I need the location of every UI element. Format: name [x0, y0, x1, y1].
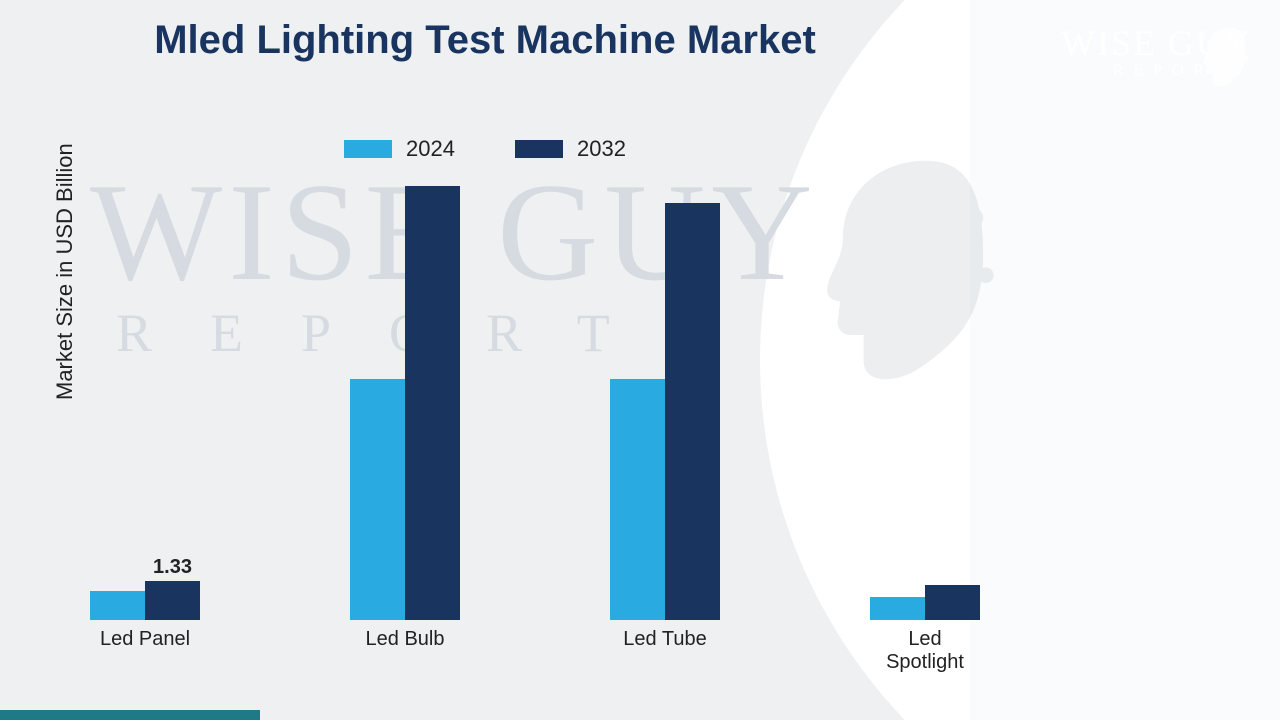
bar-2032: [925, 585, 980, 620]
bar-2024: [350, 379, 405, 620]
brand-logo: WISE GUY REPORTS: [1061, 22, 1252, 80]
bar-group: Led Bulb: [350, 186, 460, 620]
bar-2032: [665, 203, 720, 620]
bar-group: Led Panel1.33: [90, 581, 200, 620]
brand-head-icon: [1188, 22, 1258, 92]
bar-2024: [870, 597, 925, 620]
legend-swatch-2024: [344, 140, 392, 158]
bar-2024: [610, 379, 665, 620]
x-axis-label: Led Bulb: [325, 628, 485, 651]
legend-item-2032: 2032: [515, 136, 626, 162]
x-axis-label: Led Spotlight: [845, 628, 1005, 674]
legend-swatch-2032: [515, 140, 563, 158]
legend-item-2024: 2024: [344, 136, 455, 162]
x-axis-label: Led Panel: [65, 628, 225, 651]
accent-bar: [0, 710, 260, 720]
bar-2024: [90, 591, 145, 620]
bar-group: Led Tube: [610, 203, 720, 620]
bar-value-label: 1.33: [153, 556, 192, 579]
bar-group: Led Spotlight: [870, 585, 980, 620]
bar-2032: [145, 581, 200, 620]
chart-card: WISE GUY REPORTS WISE GUY REPORTS Mled: [0, 0, 1280, 720]
bar-2032: [405, 186, 460, 620]
x-axis-label: Led Tube: [585, 628, 745, 651]
legend-label-2024: 2024: [406, 136, 455, 162]
chart-title: Mled Lighting Test Machine Market: [0, 18, 970, 63]
legend: 2024 2032: [0, 136, 970, 162]
legend-label-2032: 2032: [577, 136, 626, 162]
plot-area: Led Panel1.33Led BulbLed TubeLed Spotlig…: [110, 180, 940, 620]
y-axis-label: Market Size in USD Billion: [52, 143, 78, 400]
